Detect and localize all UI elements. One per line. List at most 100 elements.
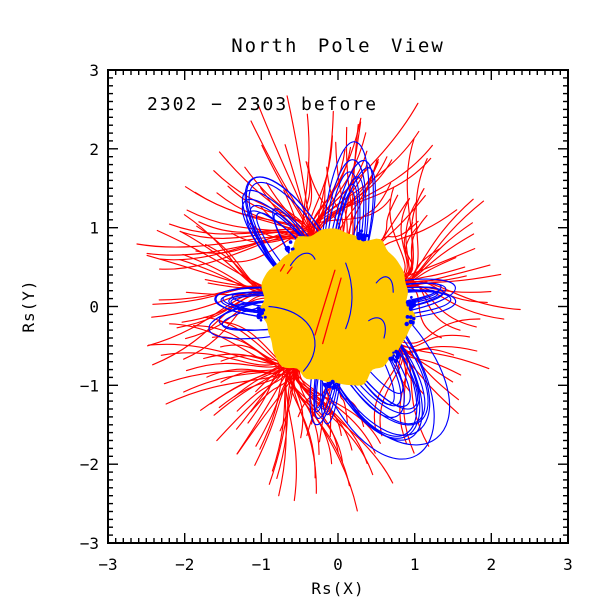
open-field-line	[307, 135, 333, 245]
closed-field-loop	[357, 354, 402, 407]
closed-field-loop	[399, 278, 456, 313]
closed-field-loop	[335, 167, 376, 245]
footpoint-blob	[261, 308, 266, 312]
disk-overlay	[268, 252, 394, 372]
open-field-line	[216, 192, 318, 242]
disk-blue-arc	[289, 252, 316, 267]
open-field-line	[254, 363, 298, 466]
annotation-label: 2302 − 2303 before	[147, 94, 378, 115]
y-tick-label: 3	[89, 61, 99, 80]
footpoint-blob	[389, 356, 395, 362]
closed-field-loop	[321, 376, 340, 416]
open-field-line	[351, 182, 392, 241]
x-tick-labels: −3 −2 −1 0 1 2 3	[98, 555, 572, 574]
footpoint-blob	[392, 351, 395, 354]
y-tick-label: 2	[89, 140, 99, 159]
footpoint-blob	[259, 318, 263, 322]
plot-title: North Pole View	[231, 35, 445, 57]
open-field-line	[160, 352, 290, 366]
y-tick-label: −2	[80, 455, 99, 474]
y-tick-label: 1	[89, 219, 99, 238]
disk-red-segment	[286, 266, 293, 275]
footpoint-blob	[332, 383, 336, 388]
footpoint-blob	[359, 229, 364, 233]
disk-blue-arc	[368, 317, 386, 339]
footpoint-blob	[410, 304, 414, 309]
closed-field-loop	[403, 291, 439, 305]
disk-red-segment	[322, 277, 342, 345]
footpoint-blob	[394, 349, 399, 354]
x-tick-label: 0	[333, 555, 343, 574]
disk-red-segment	[314, 269, 336, 336]
closed-field-loop	[319, 328, 435, 460]
closed-field-loop	[327, 171, 361, 241]
open-field-line	[391, 346, 462, 376]
open-field-line	[298, 365, 368, 464]
open-field-line	[398, 214, 428, 281]
closed-field-loop	[402, 290, 452, 315]
footpoint-blob	[410, 296, 413, 299]
closed-field-loop	[272, 208, 310, 256]
y-tick-labels: −3 −2 −1 0 1 2 3	[80, 61, 99, 553]
disk-blue-arc	[268, 305, 316, 372]
closed-field-loop	[344, 334, 429, 426]
x-tick-label: 1	[410, 555, 420, 574]
x-tick-label: 3	[563, 555, 573, 574]
closed-field-loop	[324, 159, 367, 243]
closed-field-loop	[208, 300, 275, 340]
open-field-line	[194, 191, 319, 242]
closed-field-loop	[320, 375, 342, 425]
x-tick-label: −3	[98, 555, 117, 574]
footpoint-blob	[408, 319, 414, 325]
closed-field-loop	[402, 289, 456, 319]
disk-red-segment	[279, 264, 285, 272]
footpoint-blob	[286, 248, 290, 253]
y-tick-label: −1	[80, 376, 99, 395]
closed-field-loop	[313, 374, 336, 419]
disk-blue-arc	[375, 276, 394, 293]
axis-box	[107, 69, 569, 544]
closed-field-loop	[401, 282, 447, 309]
disk-blue-arc	[345, 262, 353, 330]
footpoint-blob	[257, 308, 262, 313]
sun-silhouette	[259, 228, 416, 386]
closed-field-loop	[245, 176, 327, 272]
footpoint-blob	[393, 359, 398, 363]
open-field-line	[288, 358, 350, 487]
closed-field-loop	[249, 204, 308, 269]
closed-field-loop	[321, 141, 370, 244]
closed-field-loop	[333, 183, 359, 240]
footpoint-blob	[290, 247, 294, 251]
footpoint-blob	[411, 301, 415, 305]
footpoint-blob	[322, 382, 328, 387]
closed-field-loop	[334, 342, 418, 437]
closed-field-loop	[402, 286, 444, 309]
footpoint-blob	[405, 315, 410, 319]
footpoint-blob	[412, 316, 416, 321]
open-field-line	[395, 318, 481, 344]
closed-field-loop	[309, 373, 339, 426]
closed-field-loop	[328, 315, 450, 446]
x-tick-label: 2	[486, 555, 496, 574]
footpoint-blob	[412, 298, 415, 302]
footpoint-blob	[392, 354, 395, 357]
open-field-line	[258, 106, 317, 242]
open-field-line	[345, 126, 354, 241]
closed-field-loop	[333, 330, 431, 436]
closed-field-loop	[330, 160, 374, 245]
footpoint-blob	[404, 321, 409, 327]
closed-field-loop	[220, 291, 270, 315]
closed-field-lines	[208, 141, 456, 460]
footpoint-blob	[356, 231, 362, 237]
footpoint-blob	[263, 315, 267, 319]
open-field-line	[220, 360, 295, 383]
footpoint-blob	[256, 312, 262, 318]
footpoint-blob	[360, 236, 366, 242]
closed-field-loop	[248, 181, 324, 270]
footpoint-blobs	[256, 229, 417, 390]
x-axis-label: Rs(X)	[311, 579, 364, 598]
open-field-line	[398, 226, 418, 282]
footpoint-blob	[395, 355, 400, 360]
